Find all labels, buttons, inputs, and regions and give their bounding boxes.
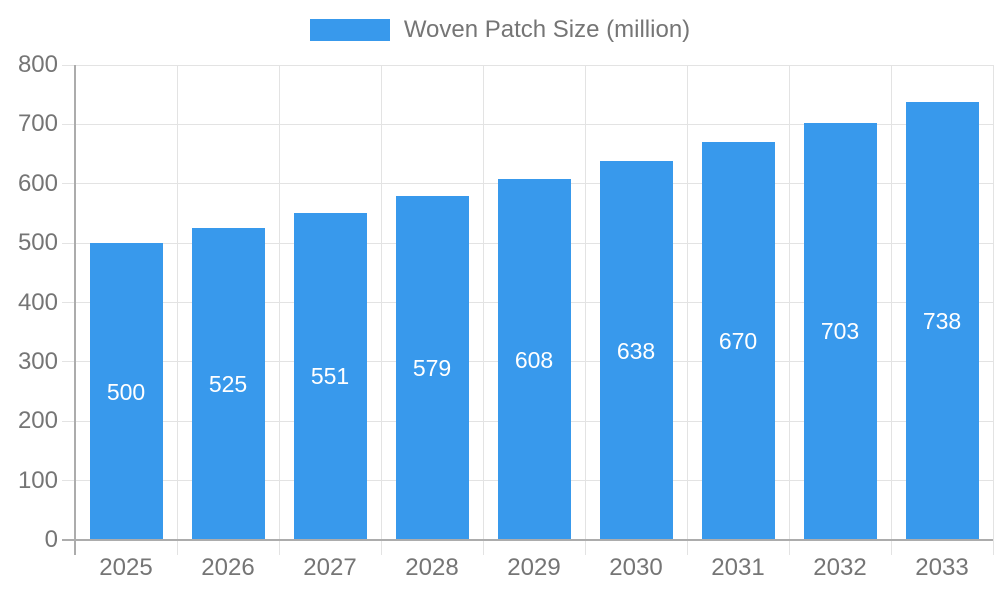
x-axis-tick xyxy=(788,540,790,555)
x-axis-tick-label: 2026 xyxy=(201,554,255,581)
x-axis-tick xyxy=(482,540,484,555)
x-axis-tick xyxy=(584,540,586,555)
x-axis-tick xyxy=(992,540,994,555)
x-gridline xyxy=(176,65,178,540)
y-gridline xyxy=(62,64,993,66)
x-axis-tick-label: 2027 xyxy=(303,554,357,581)
x-axis-tick xyxy=(380,540,382,555)
bar-value-label: 608 xyxy=(514,346,554,373)
x-axis-tick xyxy=(890,540,892,555)
bar-2029[interactable]: 608 xyxy=(497,179,571,540)
y-axis-tick-label: 0 xyxy=(44,526,58,553)
y-gridline xyxy=(62,123,993,125)
x-axis-tick-label: 2032 xyxy=(813,554,867,581)
y-axis-line xyxy=(74,65,76,555)
bar-value-label: 703 xyxy=(820,318,860,345)
x-axis-tick-label: 2029 xyxy=(507,554,561,581)
x-axis-tick xyxy=(686,540,688,555)
x-gridline xyxy=(788,65,790,540)
y-axis-tick-label: 200 xyxy=(17,407,58,435)
x-gridline xyxy=(890,65,892,540)
bar-value-label: 525 xyxy=(208,371,248,398)
bar-value-label: 500 xyxy=(106,378,146,405)
bar-value-label: 670 xyxy=(718,328,758,355)
bar-2030[interactable]: 638 xyxy=(599,161,673,540)
bar-2033[interactable]: 738 xyxy=(905,101,979,540)
x-gridline xyxy=(482,65,484,540)
x-gridline xyxy=(278,65,280,540)
bar-2032[interactable]: 703 xyxy=(803,122,877,540)
x-axis-tick-label: 2028 xyxy=(405,554,459,581)
bar-2025[interactable]: 500 xyxy=(89,243,163,540)
bar-2031[interactable]: 670 xyxy=(701,142,775,540)
y-axis-tick-label: 400 xyxy=(17,288,58,316)
legend-series-label: Woven Patch Size (million) xyxy=(403,16,691,43)
x-axis-tick xyxy=(278,540,280,555)
y-axis-tick-label: 600 xyxy=(17,169,58,197)
bar-2028[interactable]: 579 xyxy=(395,196,469,540)
y-axis-tick-label: 800 xyxy=(17,51,58,78)
x-axis-tick-label: 2033 xyxy=(915,554,969,581)
y-axis-tick-label: 100 xyxy=(17,466,58,494)
bar-value-label: 579 xyxy=(412,355,452,382)
y-axis-tick-label: 300 xyxy=(17,347,58,375)
legend-color-swatch xyxy=(309,19,390,41)
x-axis-tick-label: 2030 xyxy=(609,554,663,581)
x-axis-tick-label: 2025 xyxy=(99,554,153,581)
y-axis-tick-label: 500 xyxy=(17,229,58,257)
chart-legend: Woven Patch Size (million) xyxy=(0,16,1000,44)
x-axis-tick xyxy=(176,540,178,555)
bar-value-label: 551 xyxy=(310,363,350,390)
bar-2027[interactable]: 551 xyxy=(293,212,367,540)
bar-value-label: 738 xyxy=(922,307,962,334)
x-axis-tick-label: 2031 xyxy=(711,554,765,581)
x-gridline xyxy=(380,65,382,540)
y-axis-tick-label: 700 xyxy=(17,110,58,138)
x-axis-line xyxy=(62,539,993,541)
x-gridline xyxy=(992,65,994,540)
x-gridline xyxy=(686,65,688,540)
bar-2026[interactable]: 525 xyxy=(191,228,265,540)
bar-value-label: 638 xyxy=(616,337,656,364)
x-gridline xyxy=(584,65,586,540)
